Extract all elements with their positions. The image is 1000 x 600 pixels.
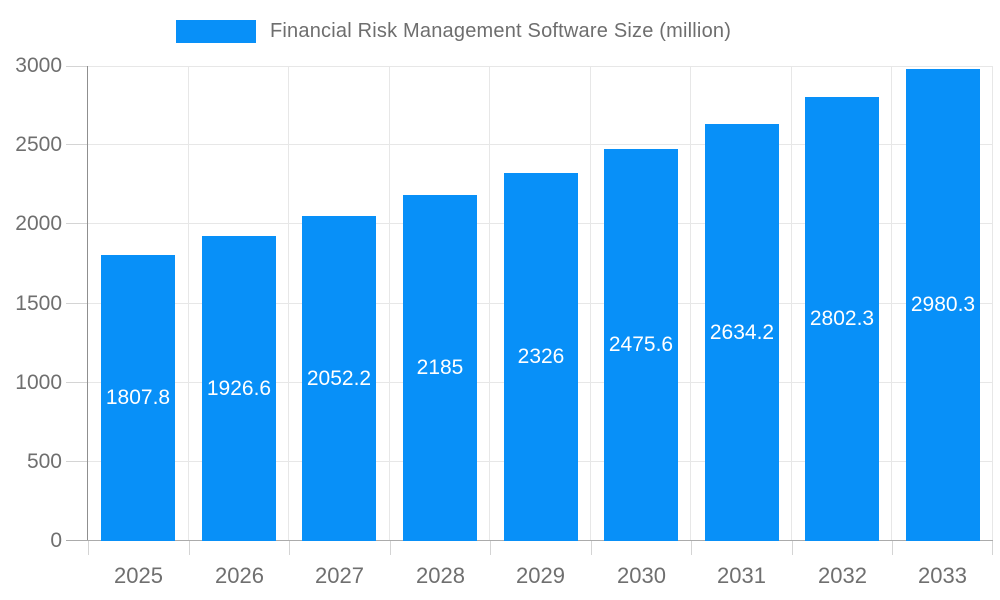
bar-value-label: 2052.2 — [306, 366, 372, 390]
bar-2028[interactable]: 2185 — [403, 195, 477, 541]
gridline-vertical — [992, 66, 993, 541]
gridline-vertical — [288, 66, 289, 541]
bar-2033[interactable]: 2980.3 — [906, 69, 980, 541]
x-axis-tick — [792, 541, 793, 555]
bar-value-label: 1926.6 — [206, 376, 272, 400]
bar-2026[interactable]: 1926.6 — [202, 236, 276, 541]
y-axis-label: 2000 — [15, 212, 62, 235]
x-axis-tick — [289, 541, 290, 555]
plot-area: 0 500 1000 1500 2000 2500 3000 1807.8 2025 1926.6… — [15, 54, 993, 588]
bar-value-label: 1807.8 — [105, 386, 171, 409]
bar-2027[interactable]: 2052.2 — [302, 216, 376, 541]
y-axis-tick — [66, 382, 88, 383]
gridline-vertical — [791, 66, 792, 541]
y-axis-label: 0 — [50, 529, 62, 552]
x-axis-tick — [88, 541, 89, 555]
gridline-vertical — [690, 66, 691, 541]
legend-label: Financial Risk Management Software Size … — [270, 19, 732, 42]
bar-value-label: 2475.6 — [608, 333, 674, 356]
bar-2029[interactable]: 2326 — [504, 173, 578, 541]
bar-value-label: 2326 — [517, 345, 565, 368]
y-axis-tick — [66, 144, 88, 145]
x-axis-tick — [691, 541, 692, 555]
x-axis-tick — [992, 541, 993, 555]
bar-value-label: 2980.3 — [910, 293, 976, 316]
y-axis-label: 1000 — [15, 371, 62, 394]
bar-2031[interactable]: 2634.2 — [705, 124, 779, 541]
bar-value-label: 2802.3 — [809, 307, 875, 330]
x-axis-label: 2025 — [114, 563, 163, 588]
gridline-horizontal — [88, 144, 993, 145]
x-axis-tick — [390, 541, 391, 555]
x-axis-tick — [591, 541, 592, 555]
gridline-vertical — [188, 66, 189, 541]
legend-swatch — [176, 19, 256, 43]
x-axis-label: 2033 — [918, 563, 967, 588]
y-axis-label: 2500 — [15, 133, 62, 156]
gridline-horizontal — [88, 66, 993, 67]
bar-value-label: 2634.2 — [709, 320, 775, 344]
x-axis-label: 2028 — [416, 563, 465, 588]
x-axis-label: 2030 — [617, 563, 666, 588]
gridline-vertical — [489, 66, 490, 541]
gridline-vertical — [590, 66, 591, 541]
y-axis-tick — [66, 223, 88, 224]
y-axis-label: 500 — [26, 450, 62, 473]
y-axis-tick — [66, 461, 88, 462]
x-axis-label: 2026 — [215, 563, 264, 588]
y-axis-label: 1500 — [15, 292, 62, 315]
x-axis-label: 2031 — [717, 563, 766, 588]
x-axis-label: 2029 — [516, 563, 565, 588]
bar-2032[interactable]: 2802.3 — [805, 97, 879, 541]
y-axis-tick — [66, 66, 88, 67]
y-axis-line — [87, 66, 88, 541]
chart-legend[interactable]: Financial Risk Management Software Size … — [176, 16, 731, 46]
bar-2030[interactable]: 2475.6 — [604, 149, 678, 541]
y-axis-label: 3000 — [15, 54, 62, 77]
x-axis-label: 2027 — [315, 563, 364, 588]
x-axis-label: 2032 — [818, 563, 867, 588]
x-axis-tick — [490, 541, 491, 555]
x-axis-tick — [892, 541, 893, 555]
x-axis-tick — [189, 541, 190, 555]
bar-2025[interactable]: 1807.8 — [101, 255, 175, 541]
bar-value-label: 2185 — [416, 356, 464, 379]
y-axis-tick — [66, 303, 88, 304]
gridline-vertical — [891, 66, 892, 541]
gridline-vertical — [389, 66, 390, 541]
